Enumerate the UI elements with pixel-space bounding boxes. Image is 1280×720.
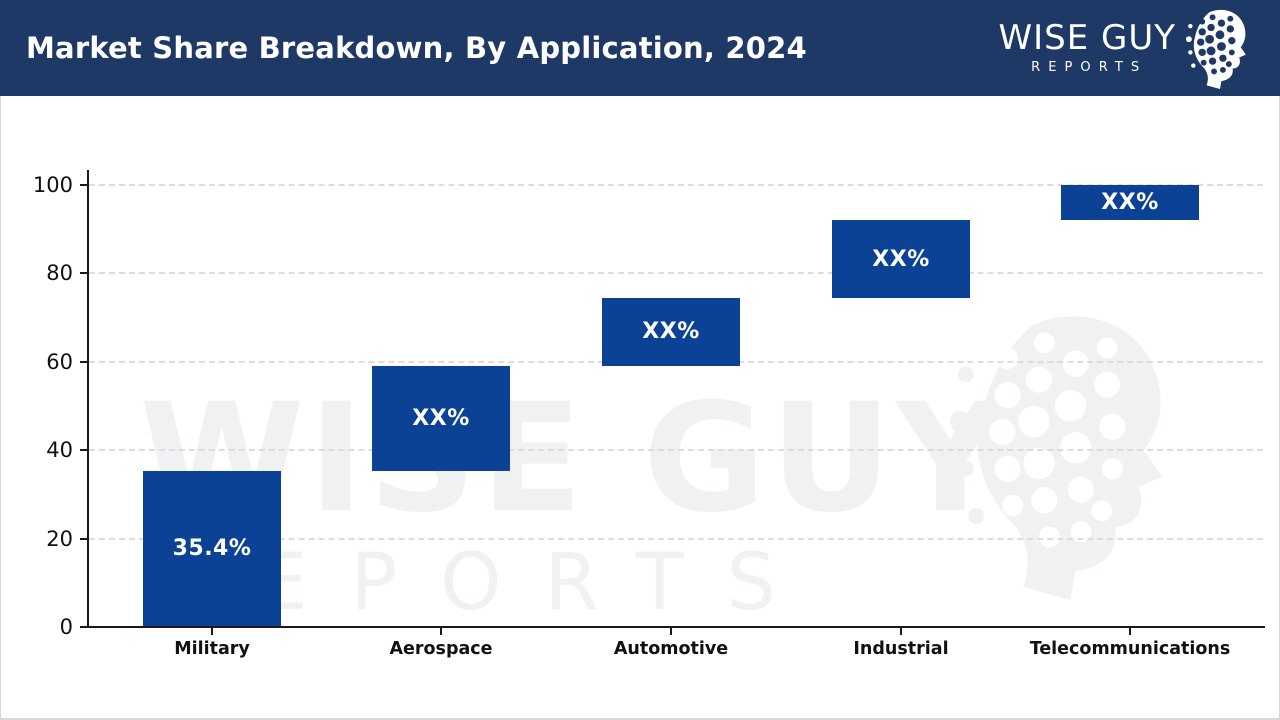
x-axis-label-automotive: Automotive <box>613 639 729 659</box>
wiseguy-head-watermark-icon <box>929 306 1191 600</box>
y-tick-mark <box>80 272 88 275</box>
gridline-40 <box>89 449 1263 452</box>
bar-industrial: XX% <box>832 220 970 298</box>
y-tick-label: 40 <box>46 438 73 463</box>
wiseguy-head-icon <box>1180 7 1254 89</box>
y-tick-mark <box>80 537 88 540</box>
x-axis-label-industrial: Industrial <box>853 639 949 659</box>
bar-military: 35.4% <box>143 470 281 627</box>
logo-text: WISE GUY REPORTS <box>998 21 1176 75</box>
y-tick-mark <box>80 449 88 452</box>
x-tick-mark <box>670 628 672 635</box>
x-tick-mark <box>900 628 902 635</box>
x-axis-label-aerospace: Aerospace <box>389 639 493 659</box>
y-tick-mark <box>80 360 88 363</box>
page-title: Market Share Breakdown, By Application, … <box>26 31 807 65</box>
chart-canvas: WISE GUY REPORTS 0 20 40 60 80 100 35.4% Milita… <box>0 96 1280 720</box>
header-bar: Market Share Breakdown, By Application, … <box>0 0 1280 96</box>
wiseguy-logo: WISE GUY REPORTS <box>998 7 1254 89</box>
x-axis-line <box>87 626 1265 628</box>
gridline-80 <box>89 272 1263 275</box>
y-tick-label: 60 <box>46 349 73 374</box>
x-tick-mark <box>440 628 442 635</box>
x-axis-label-military: Military <box>174 639 250 659</box>
y-tick-label: 80 <box>46 261 73 286</box>
y-tick-label: 20 <box>46 526 73 551</box>
gridline-20 <box>89 537 1263 540</box>
bar-automotive: XX% <box>602 297 740 367</box>
y-tick-label: 0 <box>59 615 73 639</box>
x-tick-mark <box>211 628 213 635</box>
y-tick-mark <box>80 626 88 628</box>
x-axis-label-telecommunications: Telecommunications <box>1029 639 1231 659</box>
y-tick-label: 100 <box>32 173 73 197</box>
y-axis-line <box>87 170 89 628</box>
gridline-100 <box>89 184 1263 186</box>
bar-aerospace: XX% <box>372 366 510 471</box>
x-tick-mark <box>1129 628 1131 635</box>
logo-subtitle: REPORTS <box>1031 60 1148 75</box>
y-tick-mark <box>80 184 88 186</box>
bar-telecommunications: XX% <box>1061 185 1199 221</box>
logo-wordmark: WISE GUY <box>998 18 1176 58</box>
